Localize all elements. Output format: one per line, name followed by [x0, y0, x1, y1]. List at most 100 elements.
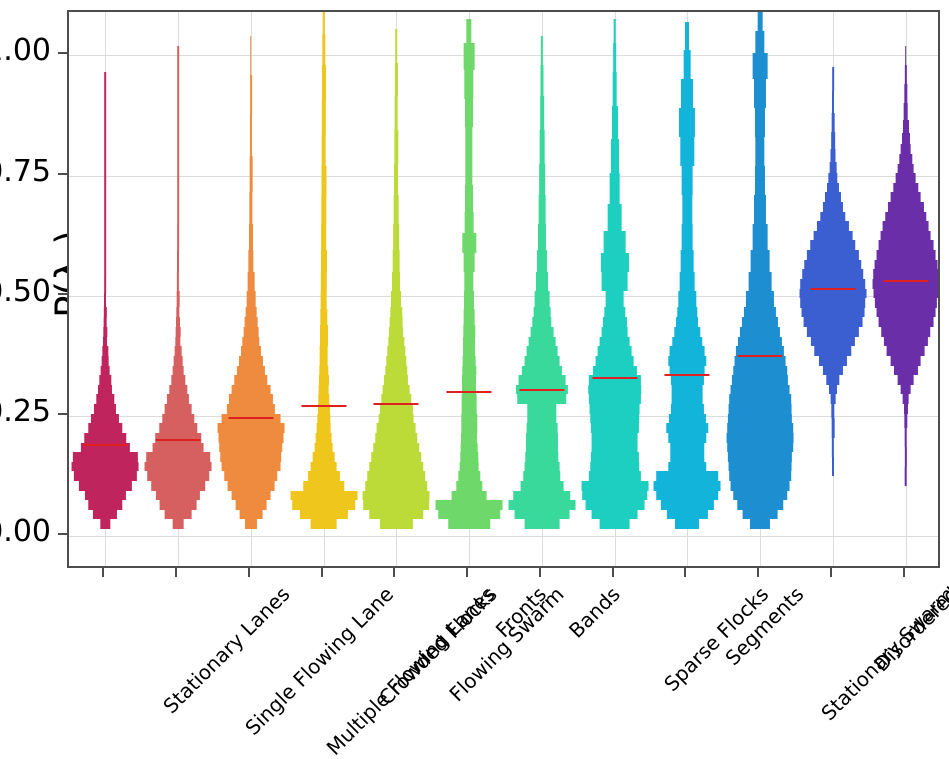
violin-bin [755, 137, 765, 166]
violin-bin [671, 394, 703, 405]
violin-bin [733, 365, 787, 376]
violin-bin [728, 404, 792, 414]
violin-bin [831, 113, 835, 133]
violin-bin [806, 327, 859, 337]
violin-bin [755, 108, 766, 138]
violin-bin [752, 223, 768, 251]
violin-bin [524, 519, 560, 530]
violin-bin [517, 394, 567, 405]
violin-bin [526, 346, 558, 356]
violin-bin [612, 43, 617, 73]
violin-bin [465, 156, 473, 186]
x-tick-mark [538, 568, 541, 577]
violin-bin [96, 394, 115, 405]
violin-bin [102, 355, 109, 366]
violin-bin [757, 12, 763, 32]
violin-bin [156, 490, 201, 501]
violin-bin [463, 346, 476, 356]
violin-bin [671, 404, 704, 414]
violin-bin [581, 490, 648, 501]
violin-bin [671, 375, 704, 385]
violin-bin [389, 327, 404, 337]
violin-bin [729, 394, 791, 405]
violin-bin [371, 452, 422, 462]
violin-bin [897, 163, 914, 174]
violin-bin [902, 394, 909, 405]
violin-bin [748, 271, 772, 291]
violin-bin [460, 442, 478, 453]
violin-bin [176, 317, 181, 328]
violin-bin [668, 432, 707, 443]
violin-bin [814, 346, 852, 356]
violin-bin [800, 298, 866, 308]
violin-bin [518, 375, 566, 385]
violin-bin [903, 404, 908, 414]
violin-bin [678, 291, 697, 307]
violin-bin [601, 271, 629, 291]
violin-bin [873, 288, 938, 299]
violin-bin [249, 115, 252, 157]
violin-bin [581, 481, 649, 491]
violin-bin [318, 384, 329, 395]
violin-stationary-lanes [69, 12, 938, 566]
violin-bin [88, 423, 123, 433]
violin-bin [369, 509, 424, 520]
gridline-horizontal [69, 416, 938, 418]
violin-bin [318, 365, 329, 376]
violin-bin [537, 223, 546, 251]
violin-bin [380, 519, 413, 530]
violin-bin [530, 327, 554, 337]
y-tick-label: 0.25 [0, 394, 51, 430]
violin-bin [394, 194, 399, 224]
violin-bin [147, 471, 209, 481]
violin-bin [250, 74, 252, 116]
violin-bin [591, 442, 639, 453]
violin-bin [104, 209, 107, 236]
violin-bin [610, 139, 619, 174]
violin-bin [878, 240, 934, 251]
violin-bin [466, 19, 472, 44]
violin-bin [755, 165, 766, 195]
violin-bin [603, 230, 626, 253]
violin-bin [104, 105, 107, 142]
violin-bin [816, 221, 849, 231]
violin-bin [588, 471, 641, 481]
violin-bin [175, 327, 181, 337]
violin-bin [321, 165, 327, 195]
violin-bin [319, 324, 328, 337]
violin-bin [527, 404, 557, 414]
violin-bin [727, 442, 793, 453]
violin-bin [826, 375, 840, 385]
violin-bin [904, 64, 907, 85]
violin-bin [310, 461, 338, 472]
violin-bin [599, 336, 631, 347]
violin-bin [367, 471, 426, 481]
violin-bin [667, 509, 708, 520]
violin-bin [728, 461, 792, 472]
violin-bin [677, 306, 698, 318]
violin-bin [813, 230, 853, 241]
violin-bin [319, 346, 328, 356]
violin-bin [104, 276, 107, 294]
violin-bin [220, 452, 282, 462]
violin-bin [588, 375, 641, 385]
violin-bin [897, 375, 914, 385]
violin-bin [239, 509, 263, 520]
violin-bin [320, 223, 327, 251]
violin-bin [376, 423, 416, 433]
violin-laminar-flow [69, 12, 938, 566]
violin-bin [589, 404, 641, 414]
violin-bin [831, 404, 835, 419]
violin-bin [461, 404, 477, 414]
violin-bin [754, 194, 767, 224]
gridline-horizontal [69, 295, 938, 297]
median-line [446, 391, 492, 394]
violin-bin [84, 432, 127, 443]
violin-bin [540, 36, 544, 65]
violin-bin [219, 442, 283, 453]
violin-bin [319, 309, 328, 325]
violin-bin [248, 250, 254, 272]
violin-bin [172, 519, 184, 530]
violin-bin [461, 394, 477, 405]
x-tick-mark [684, 568, 687, 577]
